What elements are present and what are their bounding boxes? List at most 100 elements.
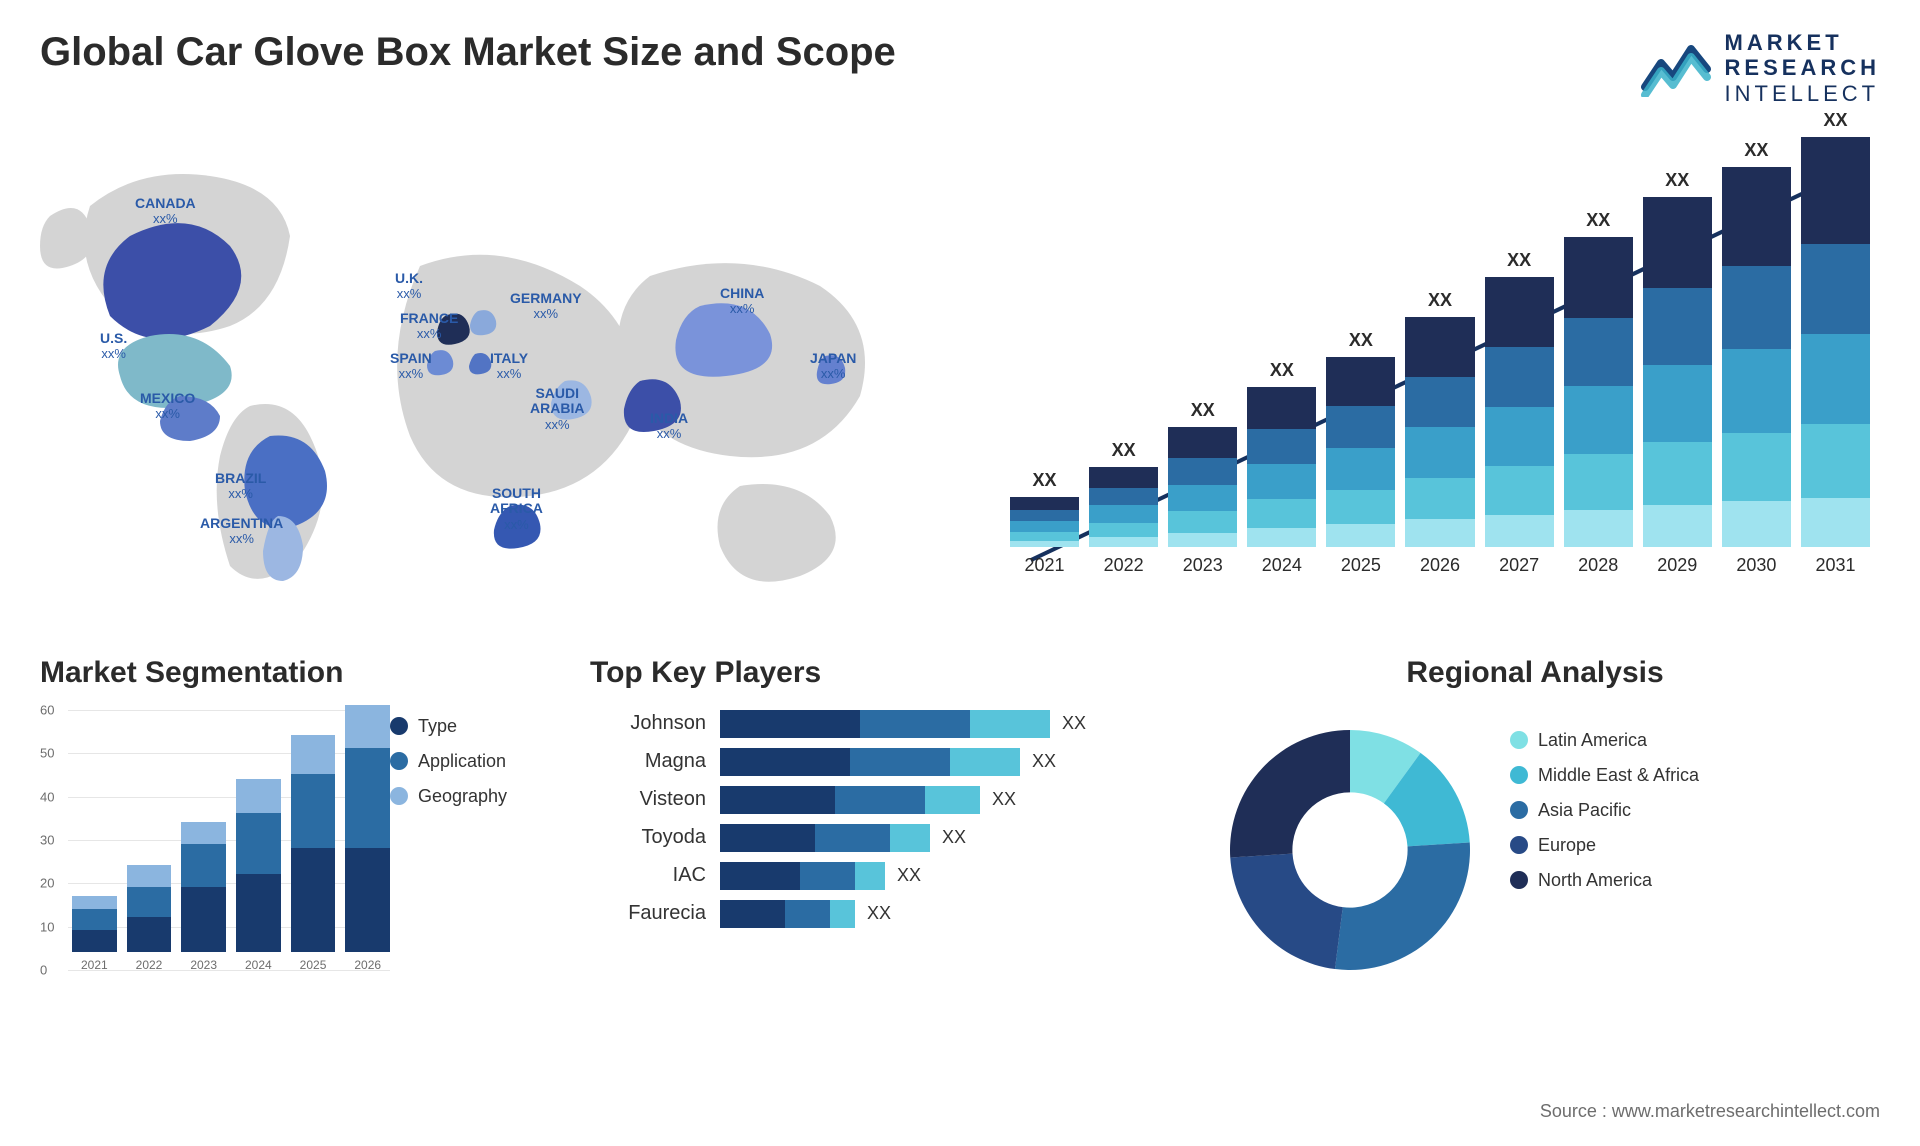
kp-value: XX <box>942 827 966 848</box>
kp-name: Magna <box>590 750 720 773</box>
map-label-argentina: ARGENTINAxx% <box>200 516 283 547</box>
market-bar-label: XX <box>1191 400 1215 421</box>
market-bar-label: XX <box>1349 330 1373 351</box>
map-label-germany: GERMANYxx% <box>510 291 582 322</box>
market-bar-2029: XX 2029 <box>1643 170 1712 576</box>
seg-bar-2021: 2021 <box>72 896 117 972</box>
kp-row-magna: Magna XX <box>590 748 1150 776</box>
map-label-france: FRANCExx% <box>400 311 458 342</box>
seg-bar-2025: 2025 <box>291 735 336 972</box>
reg-legend-asia-pacific: Asia Pacific <box>1510 800 1880 821</box>
source-credit: Source : www.marketresearchintellect.com <box>1540 1101 1880 1122</box>
kp-value: XX <box>867 903 891 924</box>
market-bar-label: XX <box>1112 440 1136 461</box>
seg-legend-geography: Geography <box>390 786 550 807</box>
market-bar-2027: XX 2027 <box>1485 250 1554 576</box>
seg-bar-2026: 2026 <box>345 705 390 972</box>
page-title: Global Car Glove Box Market Size and Sco… <box>40 30 896 75</box>
map-label-mexico: MEXICOxx% <box>140 391 195 422</box>
market-bar-year: 2030 <box>1736 555 1776 576</box>
kp-value: XX <box>1062 713 1086 734</box>
segmentation-chart: 0102030405060202120222023202420252026 <box>40 710 390 990</box>
map-label-u-k-: U.K.xx% <box>395 271 423 302</box>
kp-name: Johnson <box>590 712 720 735</box>
market-bar-year: 2027 <box>1499 555 1539 576</box>
logo-line1: MARKET <box>1725 30 1880 55</box>
segmentation-title: Market Segmentation <box>40 656 390 690</box>
market-bar-label: XX <box>1744 140 1768 161</box>
map-label-india: INDIAxx% <box>650 411 688 442</box>
market-bar-2023: XX 2023 <box>1168 400 1237 576</box>
donut-slice-north-america <box>1230 730 1350 858</box>
map-label-saudi-arabia: SAUDIARABIAxx% <box>530 386 584 432</box>
market-bar-year: 2023 <box>1183 555 1223 576</box>
market-bar-year: 2031 <box>1815 555 1855 576</box>
kp-row-toyoda: Toyoda XX <box>590 824 1150 852</box>
market-bar-2031: XX 2031 <box>1801 110 1870 576</box>
market-bar-year: 2022 <box>1104 555 1144 576</box>
seg-legend-application: Application <box>390 751 550 772</box>
market-bar-label: XX <box>1428 290 1452 311</box>
kp-row-iac: IAC XX <box>590 862 1150 890</box>
kp-name: Toyoda <box>590 826 720 849</box>
kp-row-visteon: Visteon XX <box>590 786 1150 814</box>
reg-legend-europe: Europe <box>1510 835 1880 856</box>
brand-logo: MARKET RESEARCH INTELLECT <box>1641 30 1880 106</box>
market-bar-2021: XX 2021 <box>1010 470 1079 576</box>
map-label-china: CHINAxx% <box>720 286 764 317</box>
market-bar-year: 2028 <box>1578 555 1618 576</box>
kp-name: IAC <box>590 864 720 887</box>
market-bar-2026: XX 2026 <box>1405 290 1474 576</box>
logo-mark-icon <box>1641 39 1713 97</box>
map-label-brazil: BRAZILxx% <box>215 471 266 502</box>
kp-row-johnson: Johnson XX <box>590 710 1150 738</box>
map-label-canada: CANADAxx% <box>135 196 196 227</box>
reg-legend-middle-east-africa: Middle East & Africa <box>1510 765 1880 786</box>
market-bar-2030: XX 2030 <box>1722 140 1791 576</box>
logo-line2: RESEARCH <box>1725 55 1880 80</box>
map-label-south-africa: SOUTHAFRICAxx% <box>490 486 543 532</box>
seg-legend-type: Type <box>390 716 550 737</box>
logo-line3: INTELLECT <box>1725 81 1880 106</box>
segmentation-legend: Type Application Geography <box>390 656 550 990</box>
market-bar-label: XX <box>1665 170 1689 191</box>
market-bar-year: 2025 <box>1341 555 1381 576</box>
market-size-chart: XX 2021 XX 2022 XX 2023 XX 2024 XX 2025 XX 2026 XX 20… <box>1000 136 1880 616</box>
market-bar-2028: XX 2028 <box>1564 210 1633 576</box>
reg-legend-latin-america: Latin America <box>1510 730 1880 751</box>
map-label-u-s-: U.S.xx% <box>100 331 127 362</box>
kp-value: XX <box>992 789 1016 810</box>
market-bar-year: 2024 <box>1262 555 1302 576</box>
regional-title: Regional Analysis <box>1190 656 1880 690</box>
market-bar-label: XX <box>1823 110 1847 131</box>
kp-value: XX <box>1032 751 1056 772</box>
market-bar-2022: XX 2022 <box>1089 440 1158 576</box>
market-bar-2025: XX 2025 <box>1326 330 1395 576</box>
kp-name: Visteon <box>590 788 720 811</box>
keyplayers-title: Top Key Players <box>590 656 1150 690</box>
map-label-japan: JAPANxx% <box>810 351 856 382</box>
market-bar-year: 2026 <box>1420 555 1460 576</box>
market-bar-label: XX <box>1033 470 1057 491</box>
market-bar-label: XX <box>1507 250 1531 271</box>
seg-bar-2022: 2022 <box>127 865 172 972</box>
donut-slice-europe <box>1230 854 1343 969</box>
regional-donut <box>1190 710 1510 990</box>
donut-slice-asia-pacific <box>1335 842 1470 970</box>
regional-legend: Latin America Middle East & Africa Asia Pa… <box>1510 710 1880 990</box>
world-map-panel: CANADAxx% U.S.xx% MEXICOxx% BRAZILxx% ARGENT… <box>40 136 960 616</box>
market-bar-year: 2029 <box>1657 555 1697 576</box>
kp-value: XX <box>897 865 921 886</box>
market-bar-label: XX <box>1586 210 1610 231</box>
market-bar-year: 2021 <box>1025 555 1065 576</box>
seg-bar-2024: 2024 <box>236 779 281 972</box>
map-label-spain: SPAINxx% <box>390 351 432 382</box>
keyplayers-chart: JohnsonXXMagnaXXVisteonXXToyodaXXIACXXFa… <box>590 710 1150 928</box>
seg-bar-2023: 2023 <box>181 822 226 972</box>
kp-row-faurecia: Faurecia XX <box>590 900 1150 928</box>
reg-legend-north-america: North America <box>1510 870 1880 891</box>
kp-name: Faurecia <box>590 902 720 925</box>
map-label-italy: ITALYxx% <box>490 351 528 382</box>
market-bar-label: XX <box>1270 360 1294 381</box>
market-bar-2024: XX 2024 <box>1247 360 1316 576</box>
